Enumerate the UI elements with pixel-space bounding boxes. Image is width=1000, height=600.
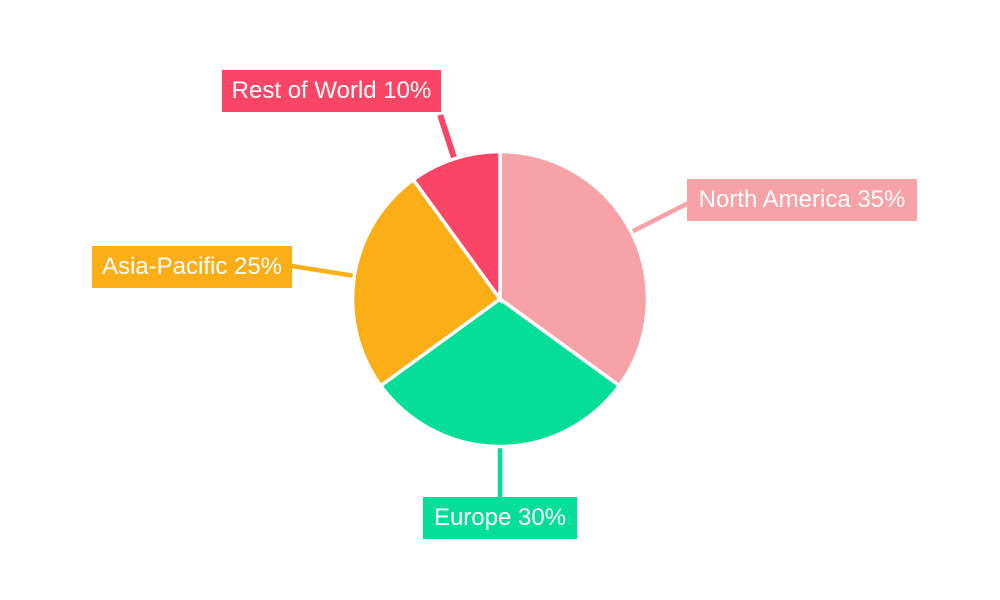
callout-label-rest-of-world: Rest of World 10% [222, 70, 441, 112]
leader-line-asia-pacific [290, 263, 357, 279]
callout-label-north-america: North America 35% [687, 179, 917, 221]
leader-line-north-america [628, 200, 692, 235]
pie-slice-north-america [498, 149, 650, 389]
callout-label-asia-pacific: Asia-Pacific 25% [92, 246, 292, 288]
pie-slice-europe [378, 296, 622, 449]
leader-line-rest-of-world [437, 114, 458, 162]
pie-slice-rest-of-world [410, 149, 502, 305]
pie-slice-asia-pacific [350, 177, 503, 389]
callout-label-europe: Europe 30% [423, 497, 577, 539]
